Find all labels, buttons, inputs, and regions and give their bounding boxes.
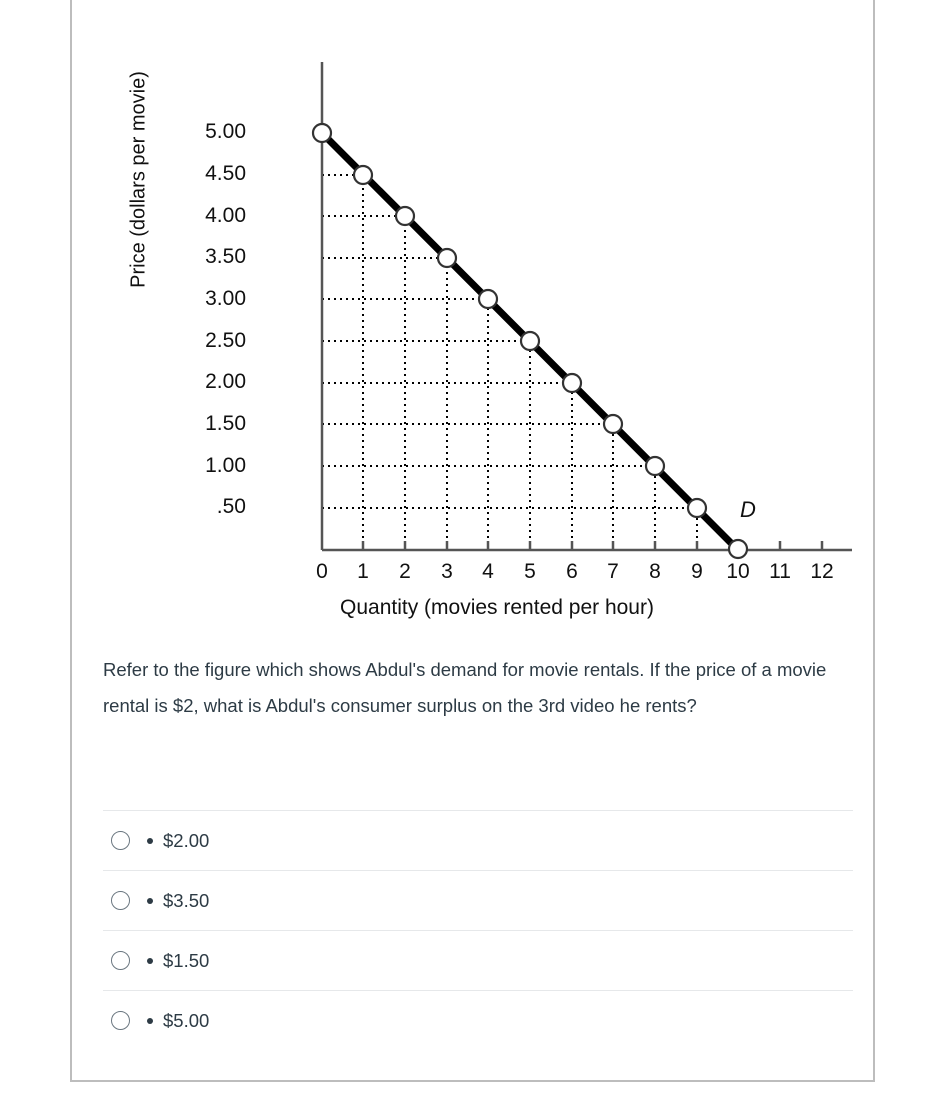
answer-option-label: $2.00 [163,829,210,851]
radio-button-icon[interactable] [111,891,130,910]
x-tick-label: 7 [607,560,619,583]
x-tick-label: 3 [441,560,453,583]
x-tick-label: 4 [482,560,494,583]
y-tick-label: .50 [216,495,246,518]
x-axis-title: Quantity (movies rented per hour) [340,596,654,619]
radio-button-icon[interactable] [111,831,130,850]
answer-option-label: $1.50 [163,949,210,971]
bullet-icon [147,897,153,904]
answer-option-row[interactable]: $5.00 [103,990,853,1050]
demand-curve-figure: Price (dollars per movie) [72,0,877,635]
answer-option-label: $3.50 [163,889,210,911]
radio-button-icon[interactable] [111,951,130,970]
x-tick-label: 9 [691,560,703,583]
y-tick-label: 1.00 [205,454,246,477]
demand-curve-label: D [740,497,756,522]
y-tick-label: 2.00 [205,370,246,393]
y-tick-label: 1.50 [205,412,246,435]
x-tick-label: 10 [726,560,750,583]
x-tick-label: 8 [649,560,661,583]
bullet-icon [147,1017,153,1024]
answer-option-row[interactable]: $2.00 [103,810,853,870]
x-tick-label: 6 [566,560,578,583]
y-tick-label: 2.50 [205,329,246,352]
y-tick-label: 5.00 [205,120,246,143]
x-tick-label: 5 [524,560,536,583]
x-tick-label: 11 [769,560,791,583]
question-prompt: Refer to the figure which shows Abdul's … [103,659,827,716]
y-tick-label: 3.50 [205,245,246,268]
quiz-question-card: Price (dollars per movie) [70,0,875,1082]
answer-options-list: $2.00 $3.50 $1.50 $5.00 [103,810,853,1050]
chart-plot-area [311,62,852,560]
y-tick-label: 4.00 [205,204,246,227]
x-tick-label: 0 [316,560,328,583]
x-tick-label: 12 [810,560,834,583]
answer-option-label: $5.00 [163,1009,210,1031]
x-tick-label: 1 [357,560,369,583]
data-point-markers [311,122,749,560]
answer-option-row[interactable]: $3.50 [103,870,853,930]
radio-button-icon[interactable] [111,1011,130,1030]
bullet-icon [147,837,153,844]
y-tick-label: 3.00 [205,287,246,310]
bullet-icon [147,957,153,964]
x-tick-label: 2 [399,560,411,583]
answer-option-row[interactable]: $1.50 [103,930,853,990]
y-tick-label: 4.50 [205,162,246,185]
